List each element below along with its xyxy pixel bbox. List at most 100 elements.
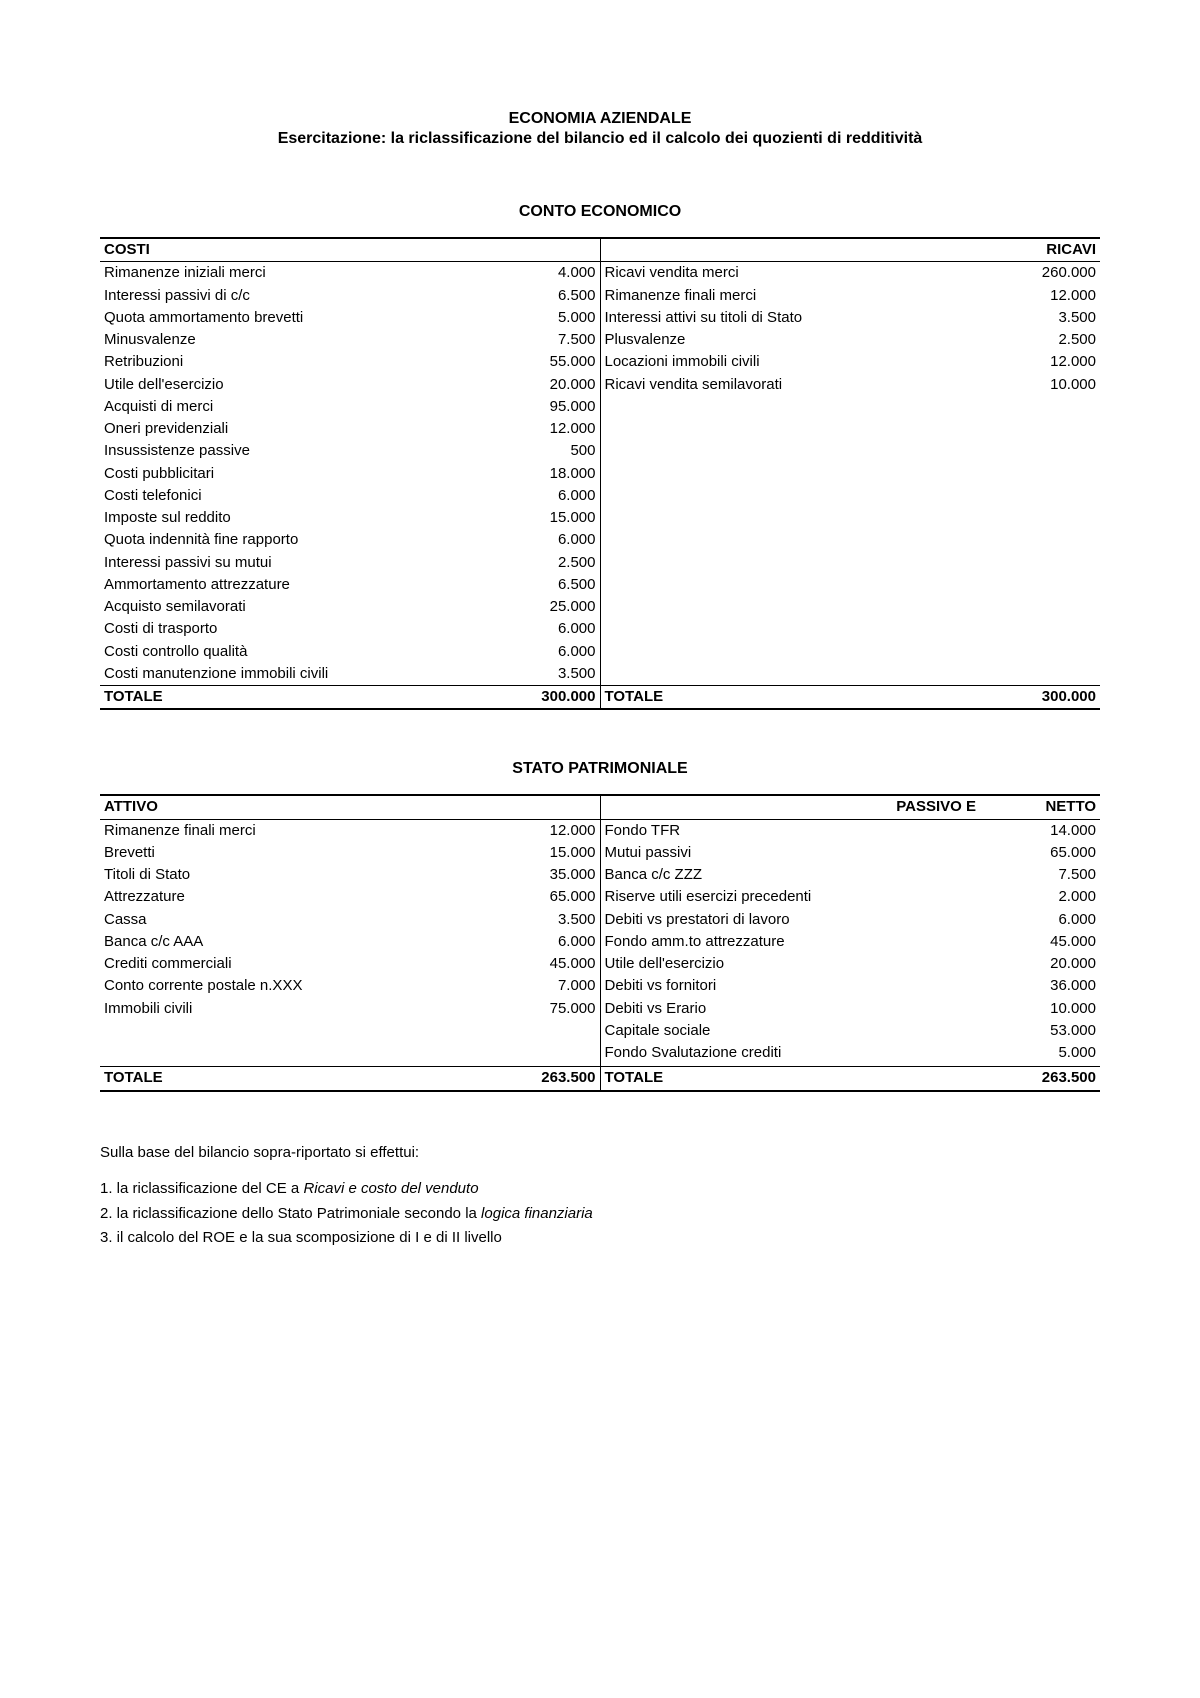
cell-value-left: 3.500 [490, 909, 600, 931]
header-left: ATTIVO [100, 795, 490, 819]
cell-label-right [600, 463, 980, 485]
cell-label-left: Insussistenze passive [100, 440, 490, 462]
total-value-right: 300.000 [980, 686, 1100, 710]
cell-value-left: 6.500 [490, 574, 600, 596]
cell-label-right [600, 663, 980, 686]
cell-value-left: 15.000 [490, 842, 600, 864]
cell-value-right: 6.000 [980, 909, 1100, 931]
table-row: Costi di trasporto6.000 [100, 618, 1100, 640]
table-row: Conto corrente postale n.XXX7.000Debiti … [100, 975, 1100, 997]
table-row: Insussistenze passive500 [100, 440, 1100, 462]
cell-value-left: 12.000 [490, 819, 600, 842]
cell-value-right: 5.000 [980, 1042, 1100, 1064]
cell-label-left: Quota ammortamento brevetti [100, 307, 490, 329]
cell-value-right: 260.000 [980, 262, 1100, 285]
table-header-row: ATTIVO PASSIVO E NETTO [100, 795, 1100, 819]
cell-value-right: 53.000 [980, 1020, 1100, 1042]
total-label-right: TOTALE [600, 686, 980, 710]
cell-value-left: 2.500 [490, 552, 600, 574]
cell-value-left [490, 1042, 600, 1064]
cell-label-left: Interessi passivi di c/c [100, 285, 490, 307]
cell-value-left [490, 1020, 600, 1042]
table-row: Acquisti di merci95.000 [100, 396, 1100, 418]
cell-label-right [600, 574, 980, 596]
cell-label-left [100, 1020, 490, 1042]
cell-label-left: Brevetti [100, 842, 490, 864]
cell-label-right: Interessi attivi su titoli di Stato [600, 307, 980, 329]
cell-label-right: Rimanenze finali merci [600, 285, 980, 307]
cell-value-right: 3.500 [980, 307, 1100, 329]
cell-value-right: 20.000 [980, 953, 1100, 975]
cell-label-left: Rimanenze finali merci [100, 819, 490, 842]
cell-value-left: 500 [490, 440, 600, 462]
cell-value-right: 36.000 [980, 975, 1100, 997]
header-right: RICAVI [980, 238, 1100, 262]
cell-value-right [980, 463, 1100, 485]
table-row: Quota ammortamento brevetti5.000Interess… [100, 307, 1100, 329]
cell-value-left: 20.000 [490, 374, 600, 396]
cell-value-right [980, 618, 1100, 640]
cell-value-right [980, 641, 1100, 663]
document-header: ECONOMIA AZIENDALE Esercitazione: la ric… [100, 110, 1100, 148]
cell-value-left: 6.000 [490, 485, 600, 507]
cell-label-left: Costi controllo qualità [100, 641, 490, 663]
cell-value-right: 14.000 [980, 819, 1100, 842]
cell-label-right: Capitale sociale [600, 1020, 980, 1042]
section-title-ce: CONTO ECONOMICO [100, 203, 1100, 221]
cell-label-right [600, 418, 980, 440]
cell-value-left: 95.000 [490, 396, 600, 418]
instructions-block: Sulla base del bilancio sopra-riportato … [100, 1142, 1100, 1250]
cell-label-right: Ricavi vendita semilavorati [600, 374, 980, 396]
table-total-row: TOTALE263.500TOTALE263.500 [100, 1067, 1100, 1091]
cell-value-right [980, 596, 1100, 618]
cell-label-right [600, 396, 980, 418]
cell-value-left: 55.000 [490, 351, 600, 373]
cell-value-right [980, 507, 1100, 529]
table-row: Ammortamento attrezzature6.500 [100, 574, 1100, 596]
table-row: Crediti commerciali45.000Utile dell'eser… [100, 953, 1100, 975]
table-row: Titoli di Stato35.000Banca c/c ZZZ7.500 [100, 864, 1100, 886]
table-row: Fondo Svalutazione crediti5.000 [100, 1042, 1100, 1064]
cell-value-left: 65.000 [490, 886, 600, 908]
cell-label-left: Acquisto semilavorati [100, 596, 490, 618]
instruction-item: 2. la riclassificazione dello Stato Patr… [100, 1203, 1100, 1226]
cell-label-left: Oneri previdenziali [100, 418, 490, 440]
table-row: Interessi passivi su mutui2.500 [100, 552, 1100, 574]
table-row: Cassa3.500Debiti vs prestatori di lavoro… [100, 909, 1100, 931]
table-row: Retribuzioni55.000Locazioni immobili civ… [100, 351, 1100, 373]
cell-label-left: Banca c/c AAA [100, 931, 490, 953]
table-row: Brevetti15.000Mutui passivi65.000 [100, 842, 1100, 864]
table-row: Immobili civili75.000Debiti vs Erario10.… [100, 998, 1100, 1020]
total-value-right: 263.500 [980, 1067, 1100, 1091]
cell-label-left: Interessi passivi su mutui [100, 552, 490, 574]
cell-label-right: Fondo Svalutazione crediti [600, 1042, 980, 1064]
cell-label-right: Utile dell'esercizio [600, 953, 980, 975]
cell-value-right [980, 440, 1100, 462]
cell-value-right [980, 418, 1100, 440]
cell-value-left: 5.000 [490, 307, 600, 329]
table-row: Interessi passivi di c/c6.500Rimanenze f… [100, 285, 1100, 307]
table-row: Acquisto semilavorati25.000 [100, 596, 1100, 618]
cell-label-left: Costi pubblicitari [100, 463, 490, 485]
total-label-left: TOTALE [100, 1067, 490, 1091]
cell-value-right: 2.000 [980, 886, 1100, 908]
cell-label-left: Conto corrente postale n.XXX [100, 975, 490, 997]
cell-value-left: 6.000 [490, 641, 600, 663]
title-line-2: Esercitazione: la riclassificazione del … [100, 130, 1100, 148]
cell-label-right: Plusvalenze [600, 329, 980, 351]
table-row: Banca c/c AAA6.000Fondo amm.to attrezzat… [100, 931, 1100, 953]
cell-value-left: 3.500 [490, 663, 600, 686]
header-left: COSTI [100, 238, 490, 262]
cell-label-right: Debiti vs Erario [600, 998, 980, 1020]
cell-value-right [980, 529, 1100, 551]
cell-label-right: Locazioni immobili civili [600, 351, 980, 373]
conto-economico-table: COSTI RICAVI Rimanenze iniziali merci4.0… [100, 237, 1100, 710]
cell-label-left: Costi telefonici [100, 485, 490, 507]
table-row: Minusvalenze7.500Plusvalenze2.500 [100, 329, 1100, 351]
header-spacer [490, 238, 600, 262]
cell-label-left: Titoli di Stato [100, 864, 490, 886]
cell-label-right: Fondo TFR [600, 819, 980, 842]
cell-value-right [980, 552, 1100, 574]
section-title-sp: STATO PATRIMONIALE [100, 760, 1100, 778]
cell-value-right: 65.000 [980, 842, 1100, 864]
